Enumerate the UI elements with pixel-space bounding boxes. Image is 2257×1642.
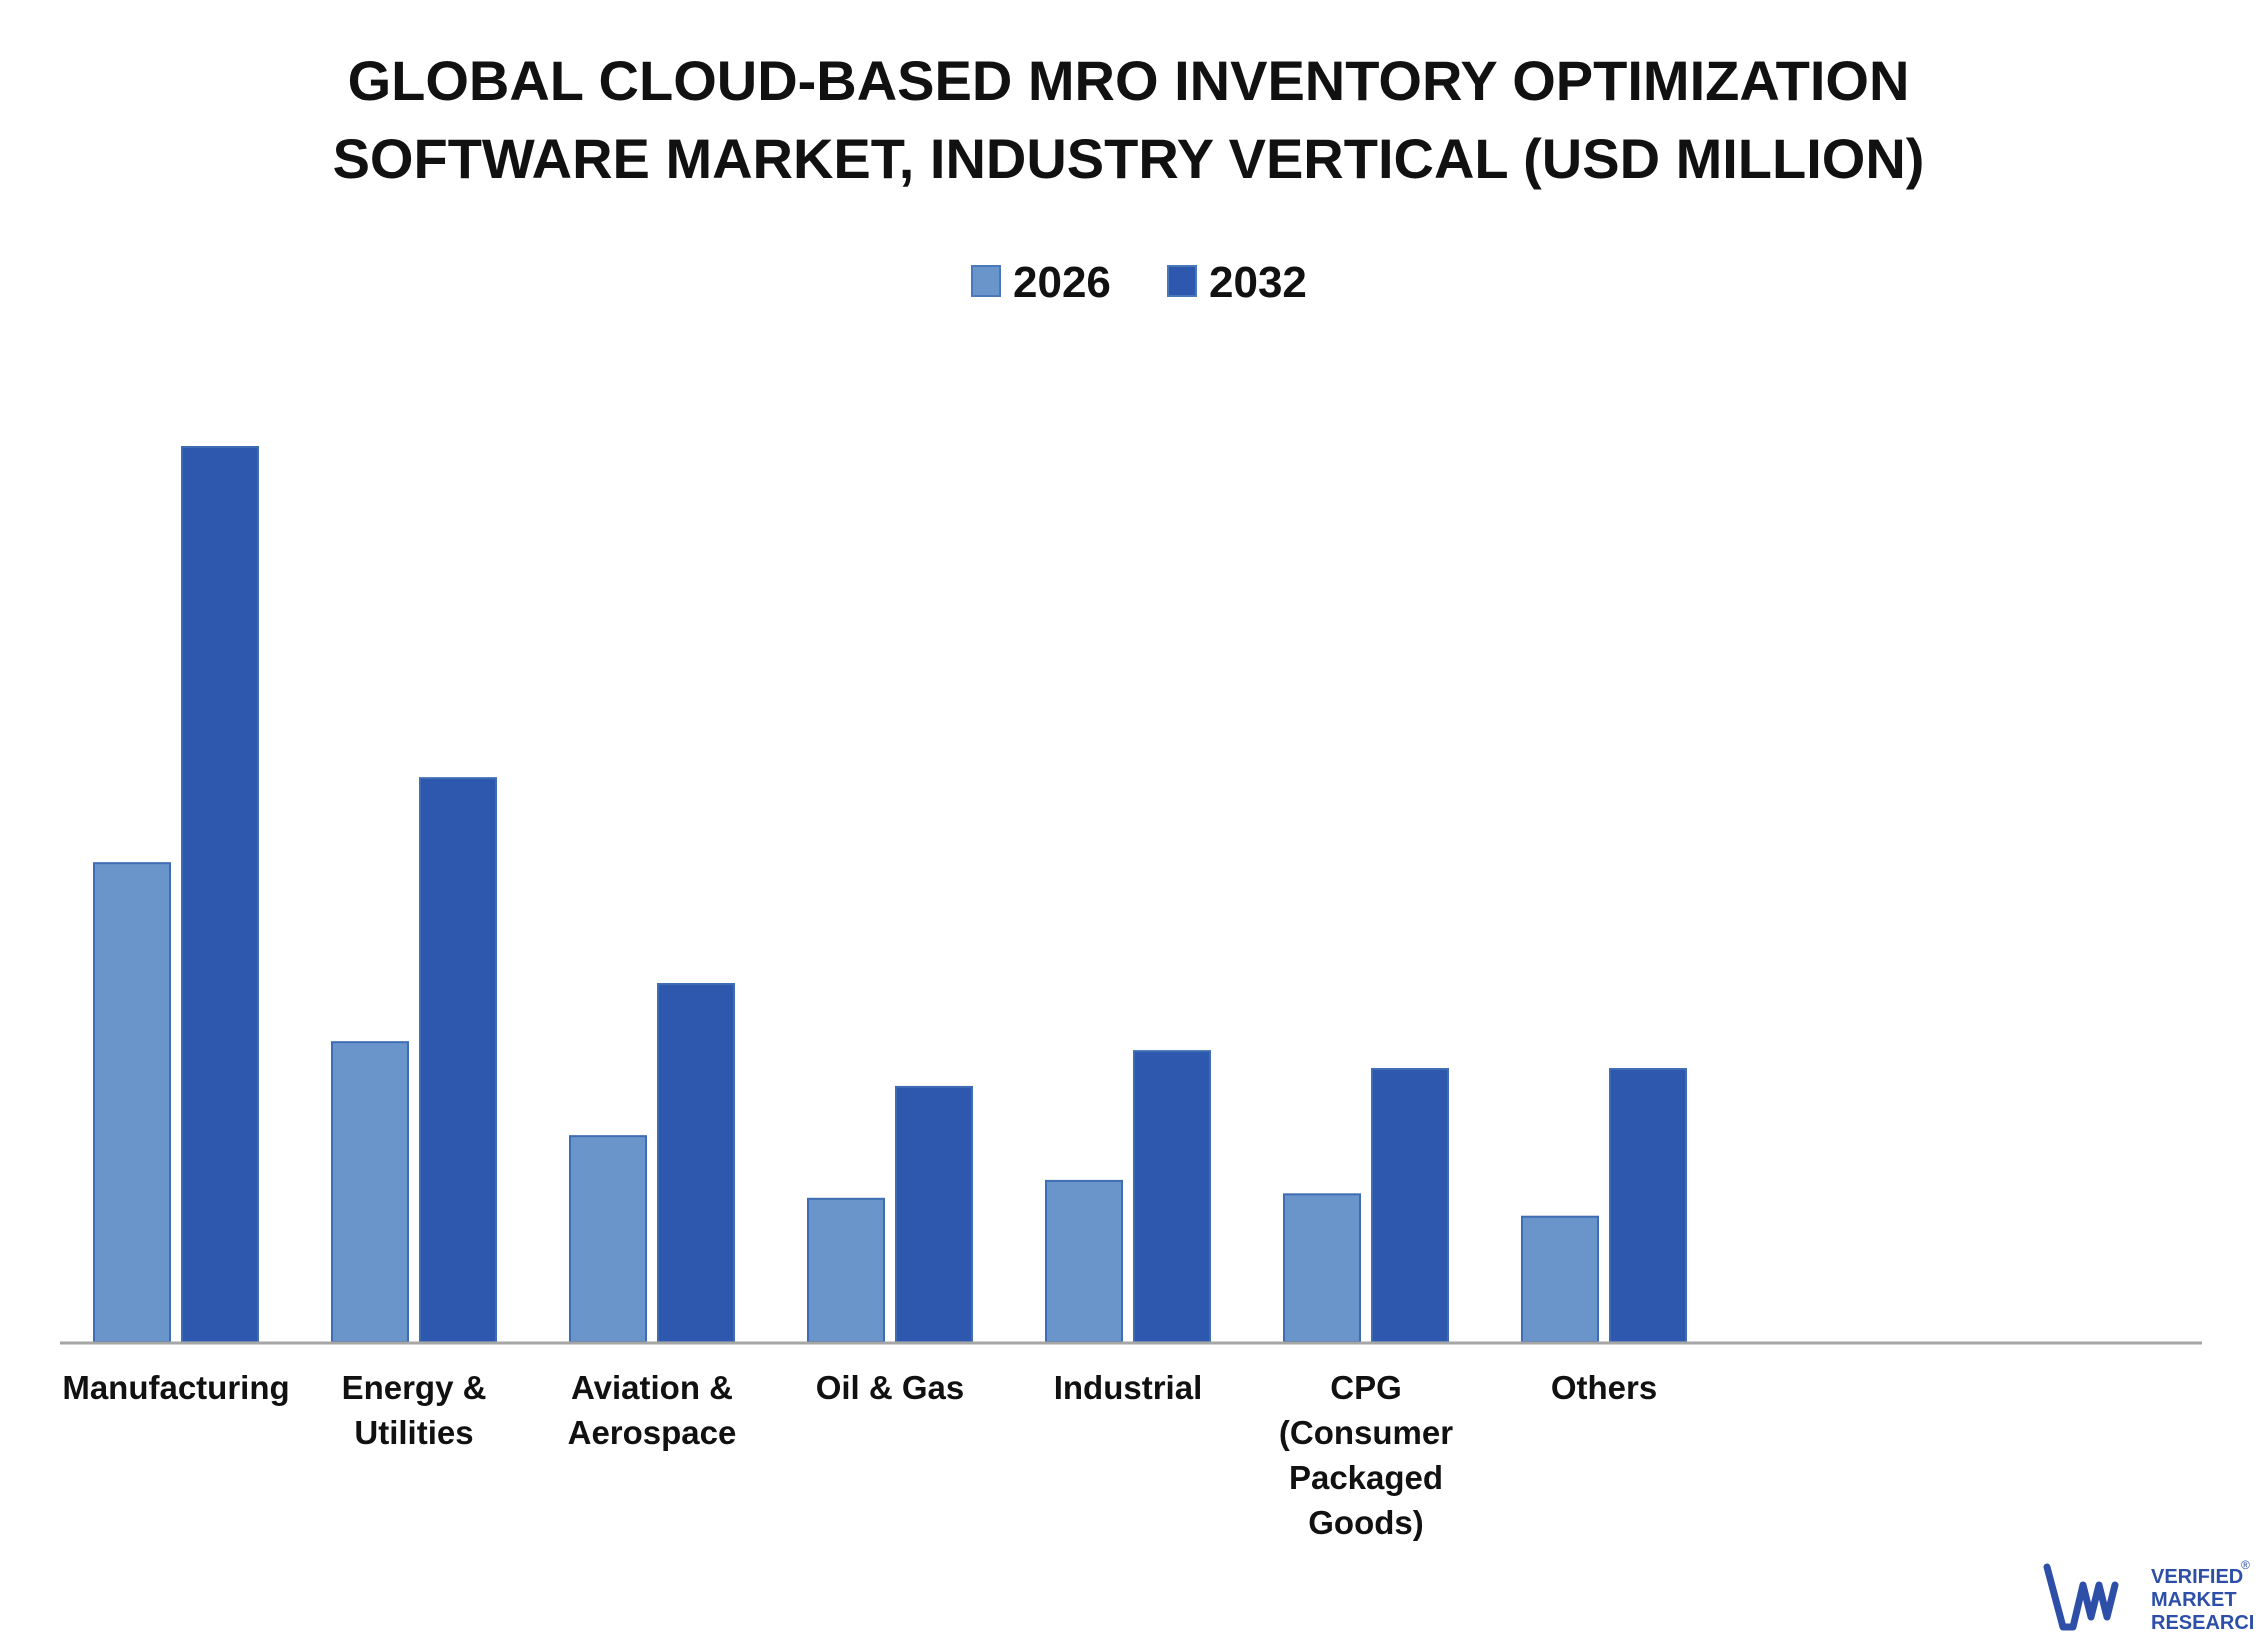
chart-title: GLOBAL CLOUD-BASED MRO INVENTORY OPTIMIZ… bbox=[0, 42, 2257, 198]
bar-2032-cat-2 bbox=[657, 983, 735, 1343]
x-tick-label-1: Energy & Utilities bbox=[342, 1369, 487, 1451]
brand-line-2: MARKET bbox=[2151, 1589, 2237, 1611]
bar-2032-cat-1 bbox=[419, 777, 497, 1343]
x-tick-label-3-line-0: Oil & Gas bbox=[816, 1369, 965, 1406]
x-axis-labels: Manufacturing Energy & Utilities Aviation &… bbox=[62, 1369, 1657, 1541]
x-tick-label-2-line-1: Aerospace bbox=[568, 1414, 737, 1451]
x-tick-label-2: Aviation & Aerospace bbox=[568, 1369, 737, 1451]
x-tick-label-2-line-0: Aviation & bbox=[571, 1369, 733, 1406]
chart-title-line-2: SOFTWARE MARKET, INDUSTRY VERTICAL (USD … bbox=[332, 127, 1925, 190]
x-tick-label-5-line-2: Packaged bbox=[1289, 1459, 1443, 1496]
x-tick-label-5-line-1: (Consumer bbox=[1279, 1414, 1453, 1451]
bar-2026-cat-5 bbox=[1283, 1193, 1361, 1343]
bar-2032-cat-0 bbox=[181, 446, 259, 1343]
bar-2032-cat-3 bbox=[895, 1085, 973, 1344]
registered-mark: ® bbox=[2241, 1558, 2250, 1572]
chart-title-line-1: GLOBAL CLOUD-BASED MRO INVENTORY OPTIMIZ… bbox=[347, 49, 1910, 112]
x-tick-label-4: Industrial bbox=[1054, 1369, 1203, 1406]
x-tick-label-0: Manufacturing bbox=[62, 1369, 289, 1406]
x-tick-label-5-line-0: CPG bbox=[1330, 1369, 1402, 1406]
x-tick-label-4-line-0: Industrial bbox=[1054, 1369, 1203, 1406]
legend-label-2026: 2026 bbox=[1013, 258, 1111, 307]
bar-2026-cat-4 bbox=[1045, 1179, 1123, 1344]
bar-2032-cat-6 bbox=[1609, 1068, 1687, 1344]
bar-2026-cat-6 bbox=[1521, 1215, 1599, 1343]
bar-2026-cat-1 bbox=[331, 1041, 409, 1344]
verified-market-research-logo: VERIFIED MARKET RESEARCH ® bbox=[2043, 1558, 2253, 1634]
legend-swatch-2032 bbox=[1167, 265, 1197, 297]
brand-line-1: VERIFIED bbox=[2151, 1566, 2243, 1588]
legend-swatch-2026 bbox=[971, 265, 1001, 297]
bars-group bbox=[93, 446, 1687, 1344]
bar-2032-cat-4 bbox=[1133, 1050, 1211, 1343]
x-tick-label-1-line-0: Energy & bbox=[342, 1369, 487, 1406]
legend-label-2032: 2032 bbox=[1209, 258, 1307, 307]
bar-2026-cat-3 bbox=[807, 1197, 885, 1344]
bar-2032-cat-5 bbox=[1371, 1068, 1449, 1344]
x-tick-label-6-line-0: Others bbox=[1551, 1369, 1657, 1406]
x-tick-label-5-line-3: Goods) bbox=[1308, 1504, 1423, 1541]
bar-2026-cat-0 bbox=[93, 862, 171, 1343]
vmr-mark-icon bbox=[2043, 1563, 2119, 1631]
chart-legend: 2026 2032 bbox=[971, 258, 1307, 307]
x-tick-label-1-line-1: Utilities bbox=[354, 1414, 473, 1451]
x-tick-label-6: Others bbox=[1551, 1369, 1657, 1406]
x-tick-label-0-line-0: Manufacturing bbox=[62, 1369, 289, 1406]
brand-line-3: RESEARCH bbox=[2151, 1612, 2253, 1634]
x-tick-label-3: Oil & Gas bbox=[816, 1369, 965, 1406]
bar-2026-cat-2 bbox=[569, 1135, 647, 1344]
x-tick-label-5: CPG (Consumer Packaged Goods) bbox=[1279, 1369, 1453, 1541]
